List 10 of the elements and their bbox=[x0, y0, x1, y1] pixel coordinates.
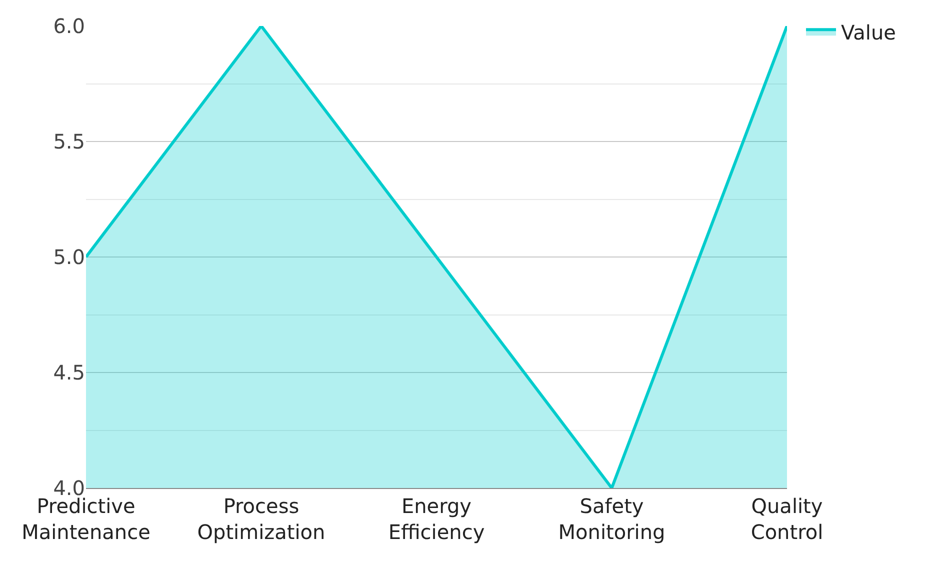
y-tick-label: 5.0 bbox=[53, 245, 85, 269]
y-tick-label: 5.5 bbox=[53, 130, 85, 154]
legend-label: Value bbox=[841, 20, 896, 44]
x-tick-label: Predictive Maintenance bbox=[22, 494, 150, 544]
y-tick-label: 4.5 bbox=[53, 360, 85, 384]
x-tick-label: Process Optimization bbox=[197, 494, 326, 544]
x-tick-label: Energy Efficiency bbox=[388, 494, 485, 544]
x-tick-label: Quality Control bbox=[750, 494, 824, 544]
x-tick-label: Safety Monitoring bbox=[558, 494, 666, 544]
y-tick-label: 6.0 bbox=[53, 14, 85, 38]
